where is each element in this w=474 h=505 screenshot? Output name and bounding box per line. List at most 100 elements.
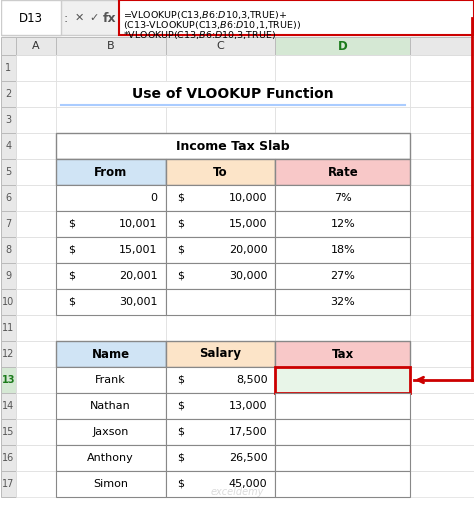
Bar (275, 471, 410, 497)
Bar (275, 107, 410, 133)
Text: $: $ (178, 375, 184, 385)
Bar (1, 0, 474, 35)
Text: Income Tax Slab: Income Tax Slab (176, 139, 290, 153)
Text: *VLOOKUP(C13,$B$6:$D$10,3,TRUE): *VLOOKUP(C13,$B$6:$D$10,3,TRUE) (123, 29, 276, 41)
Bar (16, 55, 56, 81)
Text: 8: 8 (5, 245, 11, 255)
Bar (16, 107, 56, 133)
Text: 6: 6 (5, 193, 11, 203)
Bar (56, 289, 165, 315)
Bar (410, 367, 474, 393)
Text: 10,001: 10,001 (119, 219, 158, 229)
Text: 20,000: 20,000 (229, 245, 267, 255)
Bar (275, 445, 410, 471)
Bar (275, 393, 410, 419)
Text: Name: Name (91, 347, 130, 361)
Bar (1, 107, 16, 133)
Bar (56, 211, 165, 237)
Text: $: $ (68, 297, 75, 307)
Bar (56, 81, 165, 107)
Bar (165, 393, 275, 419)
Bar (275, 55, 410, 81)
Bar (1, 159, 16, 185)
Text: $: $ (178, 401, 184, 411)
Bar (1, 419, 16, 445)
Bar (56, 185, 165, 211)
Bar (165, 419, 275, 445)
Bar (56, 419, 165, 445)
Text: 30,000: 30,000 (229, 271, 267, 281)
Text: 7: 7 (5, 219, 11, 229)
Bar (1, 55, 16, 81)
Text: B: B (107, 41, 115, 51)
Text: 10,000: 10,000 (229, 193, 267, 203)
Bar (410, 211, 474, 237)
Text: 7%: 7% (334, 193, 352, 203)
Bar (16, 419, 56, 445)
Text: $: $ (178, 219, 184, 229)
Bar (165, 289, 275, 315)
Text: 26,500: 26,500 (229, 453, 267, 463)
Bar (16, 81, 56, 107)
Bar (165, 185, 275, 211)
Bar (165, 289, 275, 315)
Bar (165, 263, 275, 289)
Bar (1, 445, 16, 471)
Text: :: : (64, 12, 68, 25)
Text: 13,000: 13,000 (229, 401, 267, 411)
Text: 16: 16 (2, 453, 15, 463)
Text: 3: 3 (5, 115, 11, 125)
Bar (165, 445, 275, 471)
Text: 10: 10 (2, 297, 15, 307)
Bar (16, 445, 56, 471)
Text: 13: 13 (2, 375, 15, 385)
Bar (165, 341, 275, 367)
Bar (275, 263, 410, 289)
Bar (410, 341, 474, 367)
Bar (165, 315, 275, 341)
Bar (275, 211, 410, 237)
Bar (165, 159, 275, 185)
Bar (165, 107, 275, 133)
Bar (1, 263, 16, 289)
Bar (165, 445, 275, 471)
Text: Tax: Tax (332, 347, 354, 361)
Bar (1, 393, 16, 419)
Bar (56, 471, 165, 497)
Text: $: $ (178, 453, 184, 463)
Bar (56, 367, 165, 393)
Bar (165, 81, 275, 107)
Bar (56, 133, 410, 159)
Bar (1, 315, 16, 341)
Text: Rate: Rate (328, 166, 358, 178)
Bar (165, 471, 275, 497)
Bar (275, 159, 410, 185)
Bar (410, 263, 474, 289)
Bar (16, 315, 56, 341)
Text: 30,001: 30,001 (119, 297, 158, 307)
Bar (56, 419, 165, 445)
Bar (275, 237, 410, 263)
Text: 20,001: 20,001 (119, 271, 158, 281)
Bar (16, 237, 56, 263)
Bar (410, 159, 474, 185)
Text: Jaxson: Jaxson (92, 427, 129, 437)
Bar (1, 341, 16, 367)
Text: 8,500: 8,500 (236, 375, 267, 385)
Bar (56, 367, 165, 393)
Bar (1, 37, 16, 55)
Text: $: $ (68, 219, 75, 229)
Text: A: A (32, 41, 40, 51)
Bar (165, 211, 275, 237)
Bar (165, 185, 275, 211)
Text: $: $ (178, 427, 184, 437)
Bar (56, 315, 165, 341)
Bar (1, 471, 16, 497)
Bar (165, 367, 275, 393)
Bar (16, 393, 56, 419)
Text: From: From (94, 166, 128, 178)
Bar (165, 55, 275, 81)
Text: 14: 14 (2, 401, 15, 411)
Text: 11: 11 (2, 323, 15, 333)
Text: 12: 12 (2, 349, 15, 359)
